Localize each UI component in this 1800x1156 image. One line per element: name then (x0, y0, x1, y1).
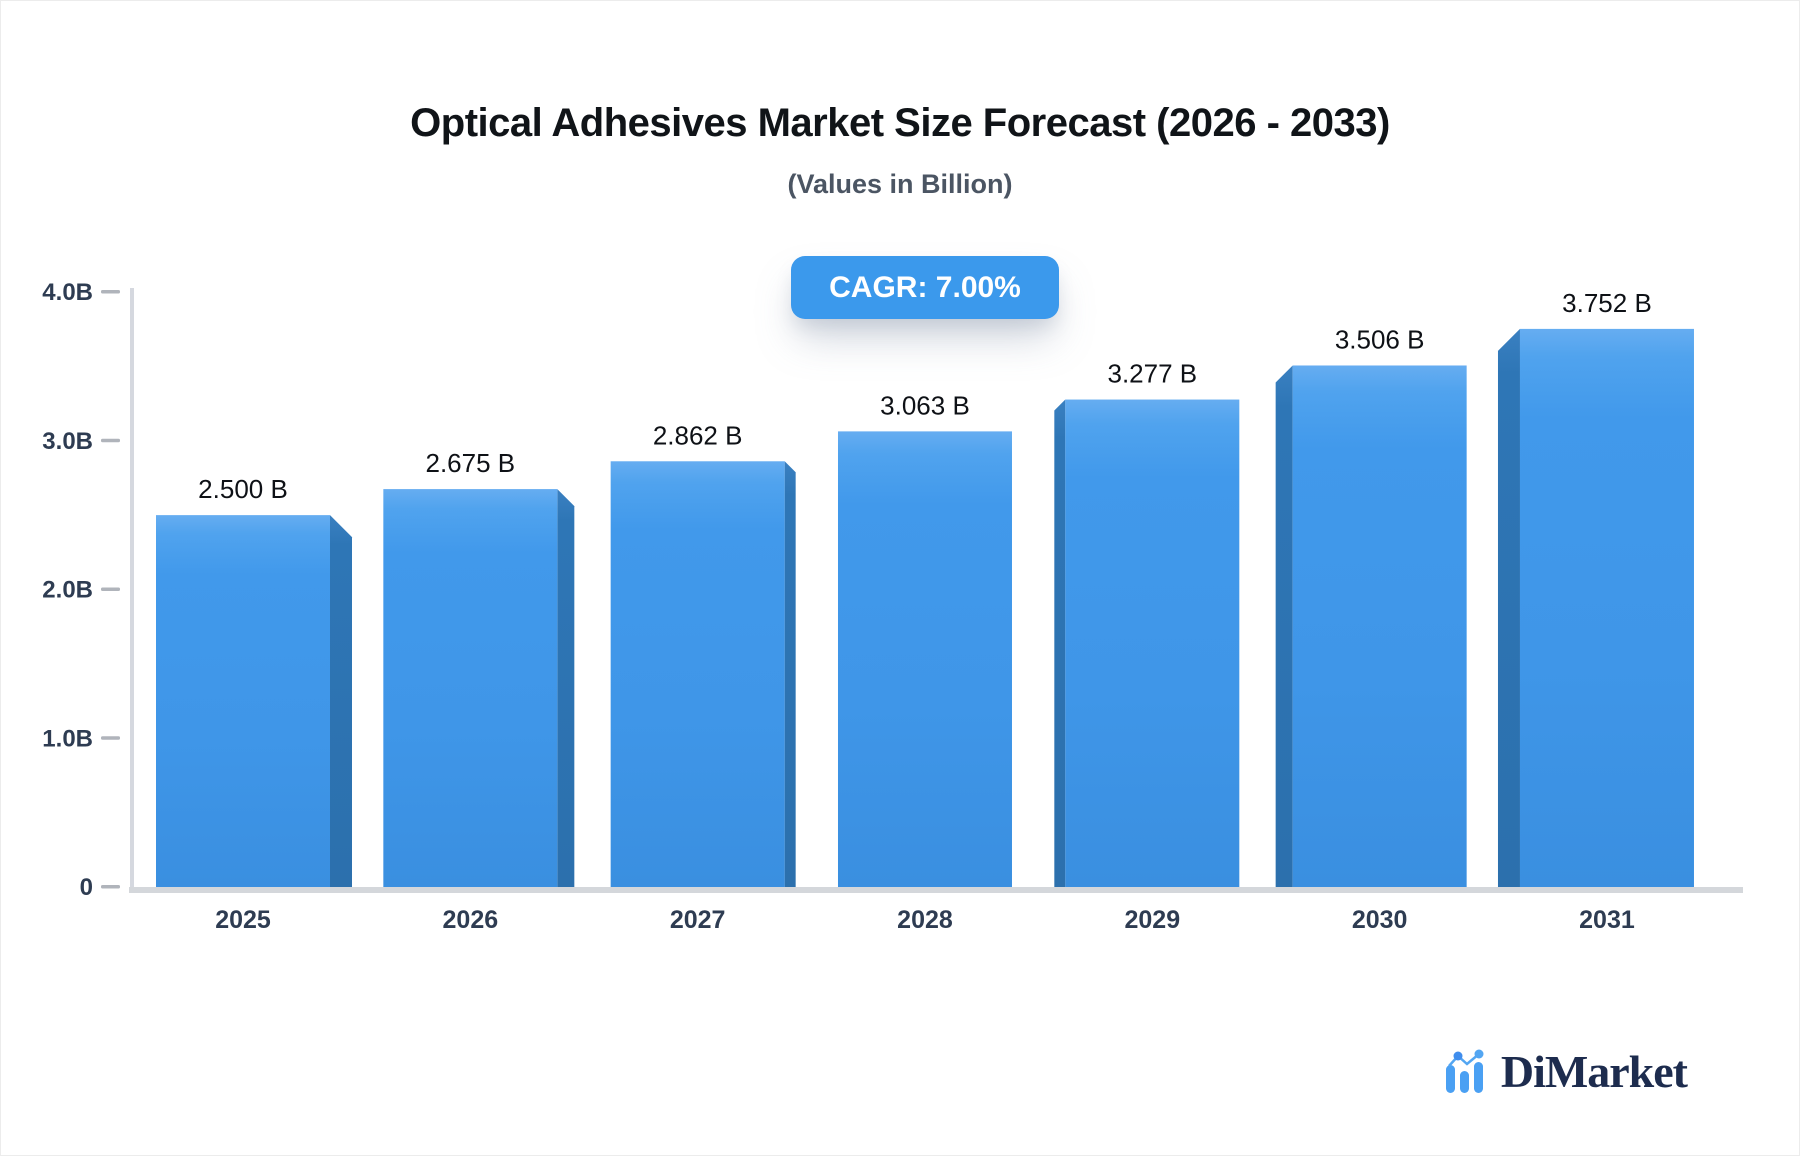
x-axis-label: 2029 (1125, 906, 1181, 934)
bar (610, 461, 785, 887)
y-tick-mark (101, 587, 120, 591)
mini-bar-chart-trend-icon (1445, 1049, 1484, 1093)
y-tick-mark (101, 438, 120, 443)
chart-title: Optical Adhesives Market Size Forecast (… (410, 101, 1390, 145)
bar-side-face (557, 489, 575, 887)
bar-value-label: 3.277 B (1107, 359, 1197, 389)
y-tick-label: 3.0B (42, 428, 93, 455)
bar (1519, 328, 1694, 887)
bar-group: 3.063 B 2028 (837, 390, 1012, 934)
bar-value-label: 3.506 B (1335, 324, 1425, 354)
y-tick-label: 1.0B (42, 725, 93, 752)
y-tick-mark (101, 885, 120, 889)
y-axis-line (130, 288, 134, 893)
x-axis-label: 2025 (215, 906, 271, 934)
x-axis-line (129, 887, 1743, 893)
bar-group: 3.277 B 2029 (1054, 359, 1240, 934)
bar (837, 431, 1012, 887)
bar (1292, 365, 1467, 887)
bar-group: 3.506 B 2030 (1275, 324, 1467, 934)
bar-value-label: 3.752 B (1562, 288, 1652, 318)
y-tick-label: 4.0B (42, 279, 93, 306)
bar-side-face (784, 461, 796, 887)
y-tick-label: 2.0B (42, 577, 93, 604)
x-axis-label: 2031 (1579, 906, 1635, 934)
y-tick-label: 0 (80, 874, 93, 901)
x-axis-label: 2028 (897, 906, 953, 934)
bar-value-label: 3.063 B (880, 390, 970, 420)
bar (1065, 399, 1240, 887)
brand-name: DiMarket (1500, 1046, 1688, 1097)
y-tick-mark (101, 290, 120, 294)
bar-side-face (330, 515, 352, 887)
chart-subtitle: (Values in Billion) (787, 169, 1013, 199)
bar-value-label: 2.862 B (653, 420, 743, 450)
x-axis-label: 2027 (670, 906, 726, 934)
cagr-badge: CAGR: 7.00% (791, 256, 1059, 319)
bar-value-label: 2.675 B (426, 448, 516, 478)
bar-side-face (1054, 399, 1066, 887)
brand-logo: DiMarket (1443, 1046, 1688, 1097)
bar (156, 515, 330, 887)
bar-side-face (1497, 328, 1520, 887)
bar-value-label: 2.500 B (198, 474, 288, 504)
y-tick-mark (101, 736, 120, 740)
bar-side-face (1275, 365, 1293, 887)
x-axis-label: 2026 (443, 906, 499, 934)
bar-group: 2.500 B 2025 (156, 474, 352, 934)
bar-group: 3.752 B 2031 (1497, 288, 1694, 934)
bar-group: 2.675 B 2026 (383, 448, 575, 934)
bar (383, 489, 558, 887)
bar-group: 2.862 B 2027 (610, 420, 796, 934)
x-axis-label: 2030 (1352, 906, 1408, 934)
